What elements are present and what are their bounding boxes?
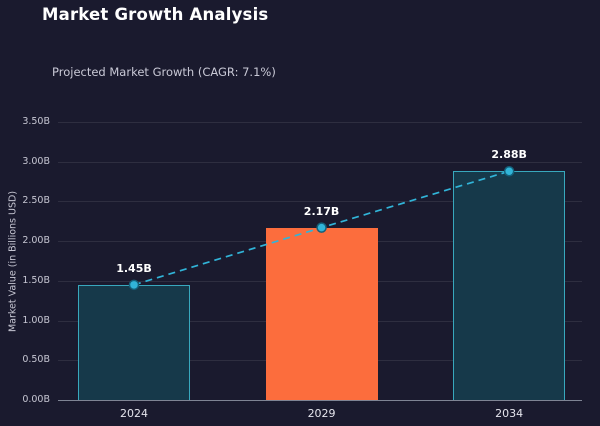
bar-value-label: 2.17B — [303, 204, 340, 218]
bar-2034 — [453, 171, 566, 400]
y-tick-label: 2.00B — [22, 235, 50, 247]
y-tick-label: 3.50B — [22, 116, 50, 127]
x-tick-label: 2024 — [119, 407, 148, 420]
y-tick-label: 0.00B — [22, 394, 50, 405]
bar-value-label: 1.45B — [116, 261, 152, 275]
gridline — [58, 122, 582, 123]
plot-area: 0.00B 0.50B 1.00B 1.50B 2.00B 2.50B 3.00B 3.50B… — [22, 116, 582, 420]
trend-line-layer — [128, 165, 515, 291]
data-point-marker — [503, 165, 515, 177]
bar-2024 — [77, 284, 190, 400]
y-tick-label: 3.00B — [22, 155, 50, 167]
y-tick-label: 1.50B — [22, 274, 50, 286]
bars-layer: 2024 2029 2034 — [58, 122, 582, 420]
gridline — [58, 201, 582, 203]
chart-title: Market Growth Analysis — [42, 5, 269, 24]
data-point-marker — [128, 279, 140, 291]
bar-value-label: 2.88B — [491, 148, 527, 162]
y-tick-label: 0.50B — [22, 354, 50, 366]
labels-layer: 1.45B 2.17B 2.88B — [58, 122, 582, 400]
y-tick-label: 1.00B — [22, 314, 50, 326]
gridline — [58, 161, 582, 163]
chart-subtitle: Projected Market Growth (CAGR: 7.1%) — [52, 65, 276, 79]
x-tick-label: 2029 — [307, 407, 336, 420]
x-tick-label: 2034 — [495, 407, 524, 420]
data-point-marker — [316, 222, 327, 233]
y-tick-label: 2.50B — [22, 195, 50, 207]
